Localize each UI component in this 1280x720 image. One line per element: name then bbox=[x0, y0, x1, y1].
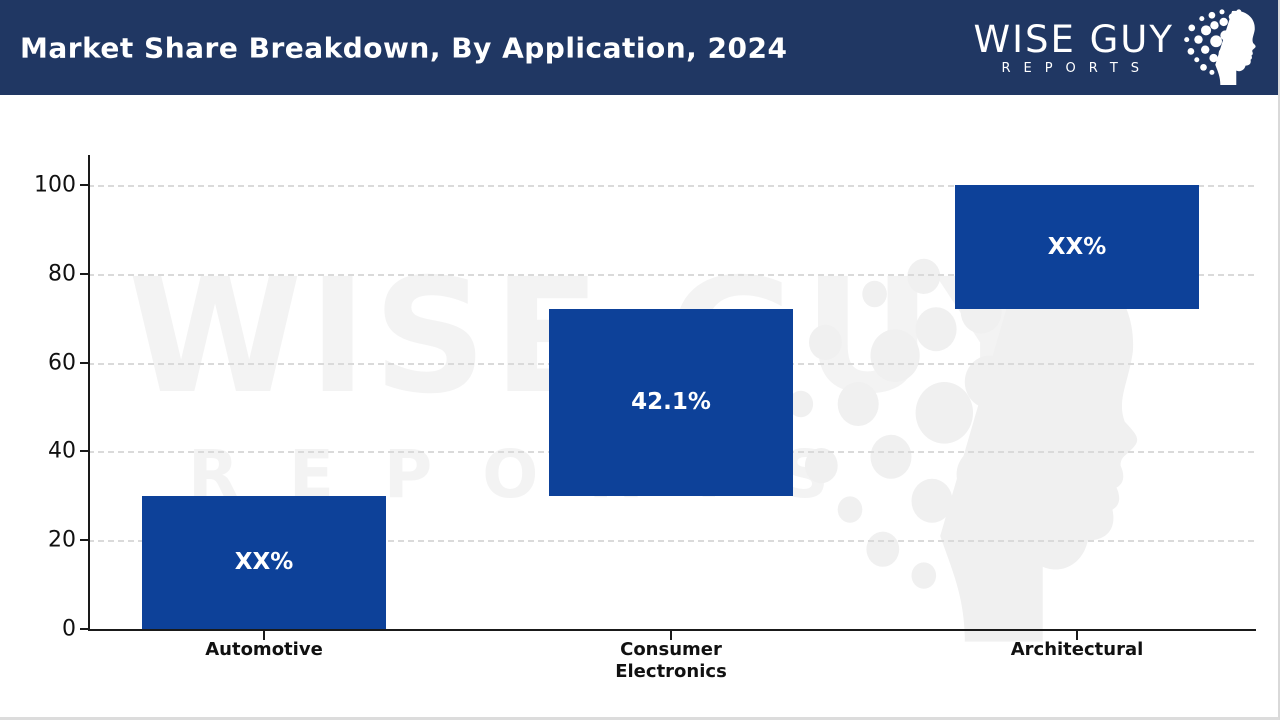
category-label-consumer-electronics: Consumer Electronics bbox=[615, 639, 727, 682]
x-axis bbox=[88, 629, 1256, 631]
gridline bbox=[88, 185, 1254, 187]
bar-value-label: XX% bbox=[1047, 233, 1107, 260]
page-title: Market Share Breakdown, By Application, … bbox=[20, 31, 788, 64]
y-tick-mark bbox=[80, 361, 89, 364]
y-tick-label: 40 bbox=[48, 438, 76, 464]
y-axis bbox=[88, 155, 90, 631]
y-tick-mark bbox=[80, 184, 89, 186]
y-tick-mark bbox=[80, 450, 89, 453]
category-label-automotive: Automotive bbox=[205, 639, 323, 660]
wiseguy-head-icon bbox=[1184, 9, 1256, 85]
y-tick-mark bbox=[80, 628, 89, 630]
brand-logo: WISE GUY REPORTS bbox=[974, 6, 1264, 90]
category-label-architectural: Architectural bbox=[1010, 639, 1144, 660]
gridline bbox=[88, 540, 1254, 543]
gridline bbox=[88, 273, 1254, 276]
y-tick-label: 80 bbox=[48, 261, 76, 287]
brand-subname: REPORTS bbox=[1001, 60, 1153, 76]
x-tick-mark bbox=[263, 631, 265, 640]
bar-consumer-electronics: 42.1% bbox=[549, 308, 793, 496]
y-tick-mark bbox=[80, 539, 89, 542]
bar-value-label: XX% bbox=[234, 549, 294, 576]
y-tick-label: 60 bbox=[48, 350, 76, 376]
brand-name: WISE GUY bbox=[973, 17, 1174, 61]
y-tick-label: 0 bbox=[62, 616, 76, 642]
bar-automotive: XX% bbox=[142, 495, 386, 629]
y-tick-mark bbox=[80, 272, 89, 275]
header: Market Share Breakdown, By Application, … bbox=[0, 0, 1278, 95]
x-tick-mark bbox=[670, 631, 672, 640]
x-tick-mark bbox=[1076, 631, 1078, 640]
bar-value-label: 42.1% bbox=[631, 389, 711, 416]
y-tick-label: 20 bbox=[48, 527, 76, 553]
y-tick-label: 100 bbox=[34, 172, 76, 198]
bar-architectural: XX% bbox=[955, 185, 1199, 309]
brand-wordmark: WISE GUY REPORTS bbox=[974, 21, 1174, 76]
